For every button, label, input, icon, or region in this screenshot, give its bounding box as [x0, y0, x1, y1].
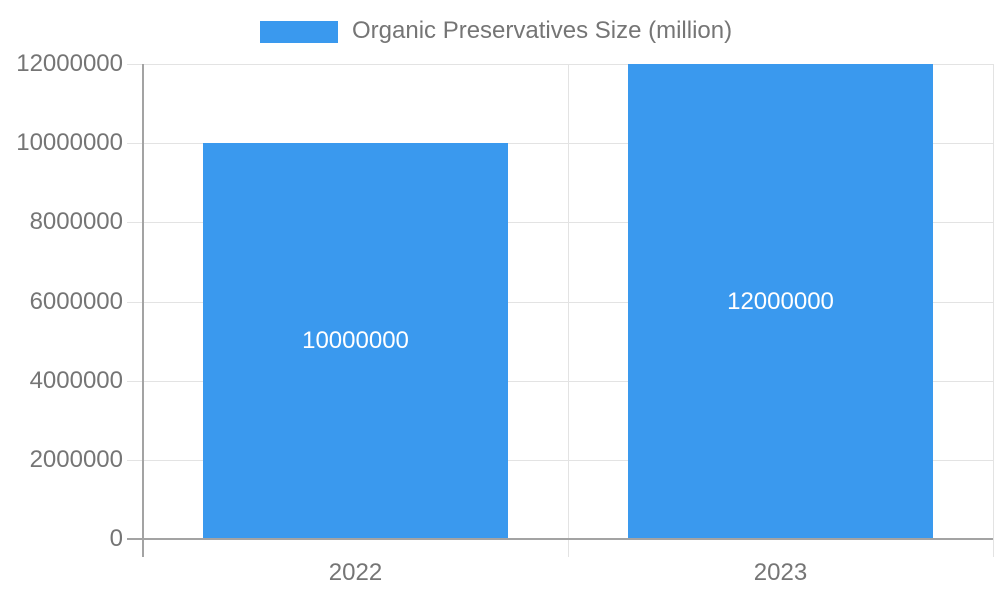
x-axis-tick-label: 2023	[753, 559, 808, 586]
y-axis-tick-label: 2000000	[29, 446, 123, 473]
x-axis-line	[127, 538, 993, 540]
gridline	[127, 302, 993, 303]
gridline	[127, 460, 993, 461]
category-boundary-line	[568, 64, 569, 557]
gridline	[127, 64, 993, 65]
y-axis-tick-label: 6000000	[29, 288, 123, 315]
y-axis-tick-label: 4000000	[29, 367, 123, 394]
legend-swatch	[260, 21, 338, 43]
y-axis-tick-label: 10000000	[16, 129, 123, 156]
y-axis-tick-label: 8000000	[29, 208, 123, 235]
category-boundary-line	[993, 64, 994, 557]
legend-label: Organic Preservatives Size (million)	[352, 17, 733, 44]
gridline	[127, 381, 993, 382]
legend: Organic Preservatives Size (million)	[260, 18, 732, 44]
y-axis-line	[142, 64, 144, 557]
y-axis-tick-label: 0	[109, 525, 123, 552]
bar-2023[interactable]	[628, 64, 933, 539]
bar-value-label: 12000000	[727, 288, 834, 315]
bar-2022[interactable]	[203, 143, 508, 539]
bar-value-label: 10000000	[302, 327, 409, 354]
x-axis-tick-label: 2022	[328, 559, 383, 586]
gridline	[127, 222, 993, 223]
y-axis-tick-label: 12000000	[16, 50, 123, 77]
gridline	[127, 143, 993, 144]
